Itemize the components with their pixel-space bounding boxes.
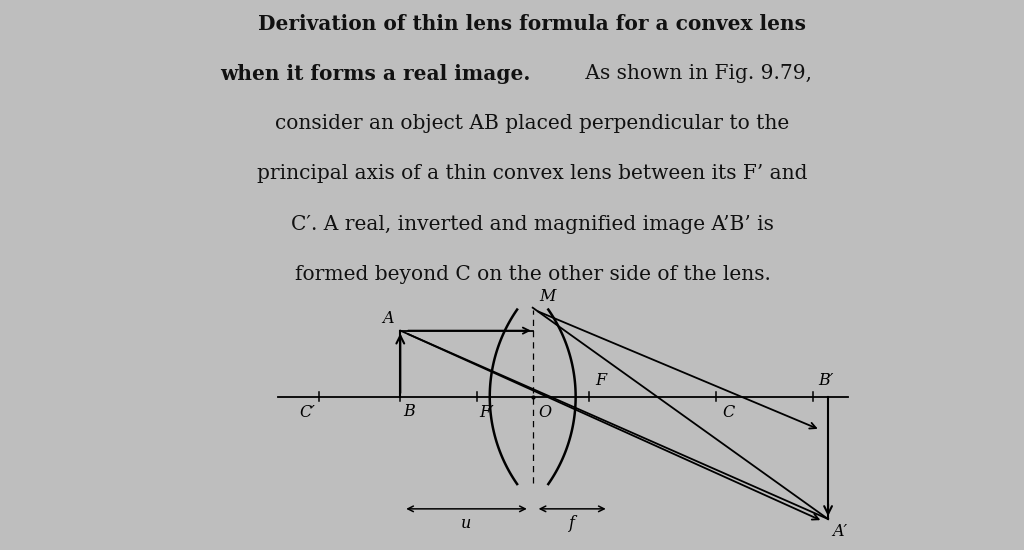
Text: C′. A real, inverted and magnified image A’B’ is: C′. A real, inverted and magnified image… bbox=[291, 214, 774, 234]
Text: Derivation of thin lens formula for a convex lens: Derivation of thin lens formula for a co… bbox=[258, 14, 807, 34]
Text: A: A bbox=[383, 310, 394, 327]
Text: O: O bbox=[539, 404, 552, 421]
Text: principal axis of a thin convex lens between its F’ and: principal axis of a thin convex lens bet… bbox=[257, 164, 808, 184]
Text: M: M bbox=[539, 288, 555, 305]
Text: B′: B′ bbox=[818, 372, 834, 389]
Text: u: u bbox=[462, 515, 472, 532]
Text: C′: C′ bbox=[299, 404, 315, 421]
Text: f: f bbox=[569, 515, 575, 532]
Text: when it forms a real image.: when it forms a real image. bbox=[220, 64, 530, 84]
Text: F′: F′ bbox=[479, 404, 494, 421]
Text: B: B bbox=[402, 403, 415, 420]
Text: formed beyond C on the other side of the lens.: formed beyond C on the other side of the… bbox=[295, 265, 770, 284]
Text: As shown in Fig. 9.79,: As shown in Fig. 9.79, bbox=[579, 64, 812, 84]
Text: C: C bbox=[722, 404, 734, 421]
Text: consider an object AB placed perpendicular to the: consider an object AB placed perpendicul… bbox=[275, 114, 790, 134]
Text: F: F bbox=[595, 372, 606, 389]
Text: A′: A′ bbox=[833, 523, 847, 540]
